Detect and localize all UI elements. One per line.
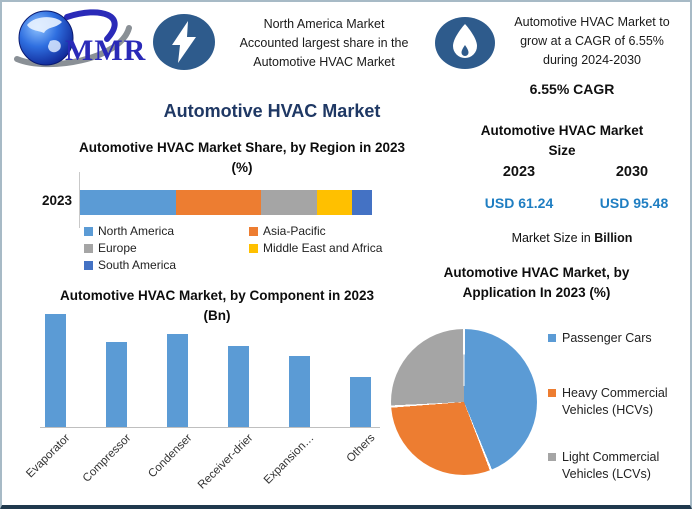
legend-swatch-asia-pacific <box>249 226 258 236</box>
pie-legend-item-passenger-cars: Passenger Cars <box>548 330 688 347</box>
market-size-title: Automotive HVAC Market Size <box>480 123 644 158</box>
bar-receiver-drier <box>228 346 249 427</box>
legend-swatch-south-america <box>84 260 93 270</box>
legend-label-europe: Europe <box>98 241 137 255</box>
lightning-badge <box>152 13 216 76</box>
region-segment-south-america <box>351 190 372 215</box>
mmr-logo: MMR <box>10 6 150 70</box>
flame-icon <box>435 17 495 69</box>
page-title: Automotive HVAC Market <box>163 101 381 121</box>
pie-legend-swatch-passenger-cars <box>548 334 556 342</box>
legend-swatch-europe <box>84 243 93 253</box>
component-column-chart: Evaporator Compressor Condenser Receiver-dr… <box>24 308 382 492</box>
flame-badge <box>434 15 496 76</box>
market-size-note: Market Size in Billion <box>457 231 687 245</box>
legend-item-north-america: North America <box>84 223 249 239</box>
legend-item-south-america: South America <box>84 257 249 273</box>
market-size-note-unit: Billion <box>594 231 633 245</box>
bar-label-condenser: Condenser <box>146 432 195 481</box>
region-axis-line <box>79 172 80 228</box>
legend-swatch-north-america <box>84 226 93 236</box>
market-size-year-2030: 2030 <box>615 164 649 180</box>
legend-label-south-america: South America <box>98 258 177 272</box>
region-segment-middle-east-and-africa <box>316 190 352 215</box>
pie-legend-label-heavy-commercial-vehicles-hcvs: Heavy Commercial Vehicles (HCVs) <box>562 385 668 417</box>
region-legend: North America Asia-Pacific Europe Middle Ea… <box>84 223 414 273</box>
cagr-badge: 6.55% CAGR <box>529 81 615 97</box>
bar-label-others: Others <box>344 432 378 465</box>
bar-condenser <box>167 334 188 427</box>
legend-label-north-america: North America <box>98 224 175 238</box>
left-callout-text: North America Market Accounted largest s… <box>239 17 409 69</box>
component-axis-line <box>40 427 380 428</box>
pie-legend-item-light-commercial-vehicles-lcvs: Light Commercial Vehicles (LCVs) <box>548 449 688 483</box>
pie-legend-swatch-heavy-commercial-vehicles-hcvs <box>548 388 556 397</box>
bar-label-evaporator: Evaporator <box>24 432 73 481</box>
bar-evaporator <box>45 314 66 427</box>
market-size-note-prefix: Market Size in <box>511 231 595 245</box>
logo-text: MMR <box>65 34 146 67</box>
region-stacked-bar <box>80 190 372 215</box>
market-size-value-2030: USD 95.48 <box>599 195 669 211</box>
globe-logo-icon: MMR <box>14 9 146 68</box>
legend-label-asia-pacific: Asia-Pacific <box>263 224 326 238</box>
bar-label-expansion: Expansion… <box>261 432 317 487</box>
bar-label-compressor: Compressor <box>80 432 134 485</box>
legend-item-asia-pacific: Asia-Pacific <box>249 223 414 239</box>
region-segment-europe <box>261 190 317 215</box>
component-chart-title: Automotive HVAC Market, by Component in … <box>59 288 375 323</box>
legend-item-europe: Europe <box>84 240 249 256</box>
pie-legend-item-heavy-commercial-vehicles-hcvs: Heavy Commercial Vehicles (HCVs) <box>548 385 688 419</box>
bar-others <box>350 377 371 427</box>
legend-label-middle-east-and-africa: Middle East and Africa <box>263 241 383 255</box>
pie-legend-swatch-light-commercial-vehicles-lcvs <box>548 452 556 461</box>
market-size-value-2023: USD 61.24 <box>484 195 554 211</box>
region-chart-title: Automotive HVAC Market Share, by Region … <box>78 140 406 175</box>
bar-compressor <box>106 342 127 427</box>
region-category-label: 2023 <box>41 193 72 208</box>
region-segment-asia-pacific <box>176 190 262 215</box>
bar-label-receiver-drier: Receiver-drier <box>195 432 256 492</box>
legend-item-middle-east-and-africa: Middle East and Africa <box>249 240 414 256</box>
pie-legend-label-passenger-cars: Passenger Cars <box>562 331 652 345</box>
application-pie-legend: Passenger Cars Heavy Commercial Vehicles … <box>548 330 688 482</box>
lightning-icon <box>153 14 215 70</box>
market-size-year-2023: 2023 <box>502 164 536 180</box>
region-segment-north-america <box>80 190 177 215</box>
pie-legend-label-light-commercial-vehicles-lcvs: Light Commercial Vehicles (LCVs) <box>562 449 660 481</box>
application-chart-title: Automotive HVAC Market, by Application I… <box>443 265 630 300</box>
bar-expansion <box>289 356 310 427</box>
legend-swatch-middle-east-and-africa <box>249 243 258 253</box>
right-callout-text: Automotive HVAC Market to grow at a CAGR… <box>514 15 670 67</box>
application-pie-chart <box>391 329 537 475</box>
